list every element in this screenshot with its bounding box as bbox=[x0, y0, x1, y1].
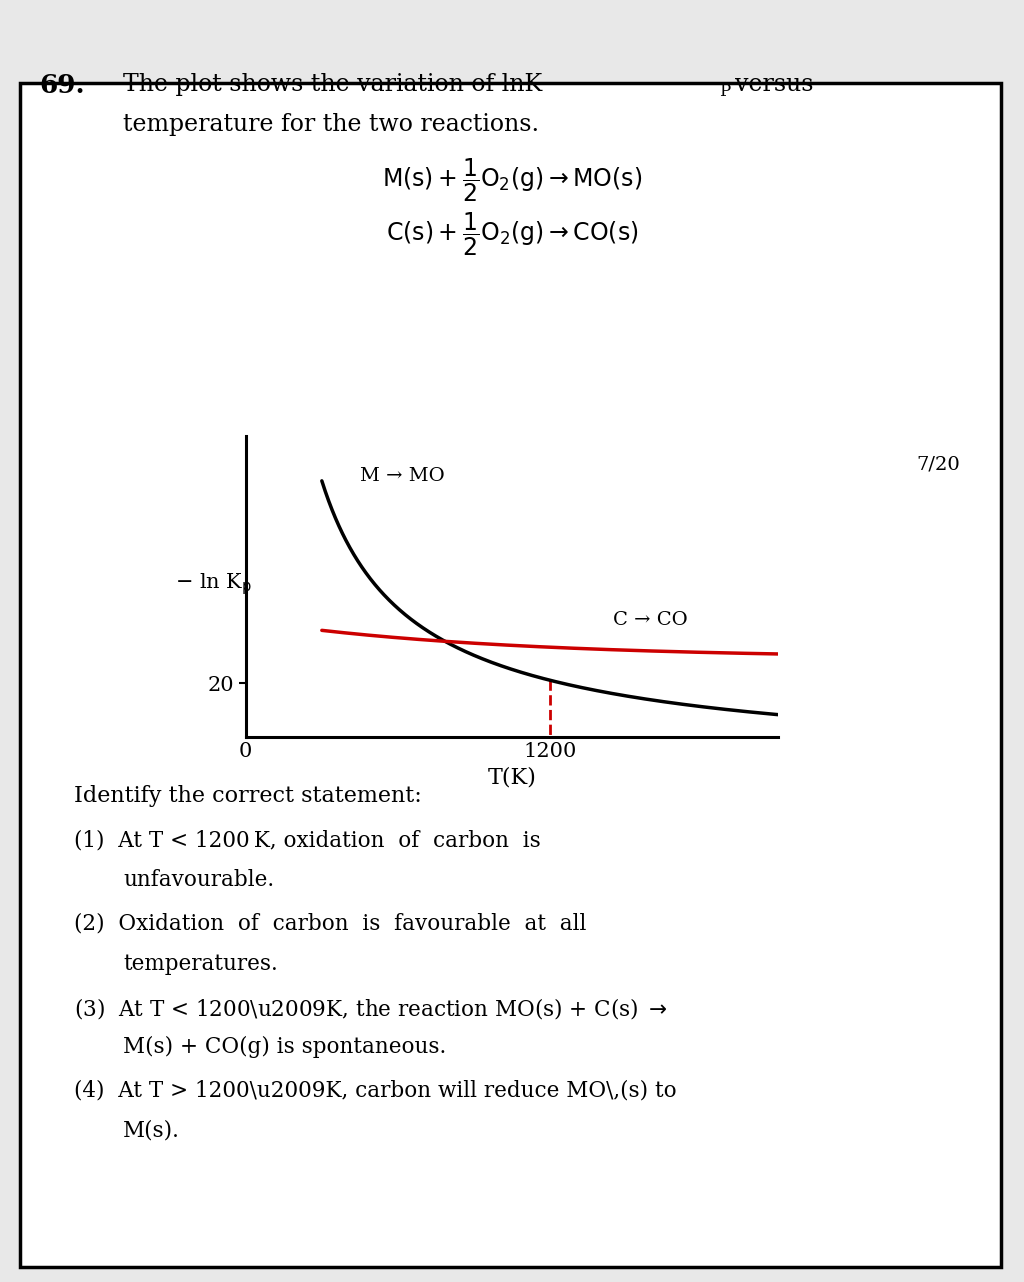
Text: $\mathrm{C(s) + \dfrac{1}{2}O_2(g) \rightarrow CO(s)}$: $\mathrm{C(s) + \dfrac{1}{2}O_2(g) \righ… bbox=[386, 210, 638, 258]
Text: The plot shows the variation of lnK: The plot shows the variation of lnK bbox=[123, 73, 542, 96]
Text: C → CO: C → CO bbox=[613, 610, 688, 628]
Text: temperature for the two reactions.: temperature for the two reactions. bbox=[123, 113, 539, 136]
Text: Identify the correct statement:: Identify the correct statement: bbox=[74, 785, 422, 806]
Text: 7/20: 7/20 bbox=[916, 455, 961, 473]
Text: (3)  At T < 1200\u2009K, the reaction MO(s) + C(s) $\rightarrow$: (3) At T < 1200\u2009K, the reaction MO(… bbox=[74, 996, 668, 1022]
Text: (2)  Oxidation  of  carbon  is  favourable  at  all: (2) Oxidation of carbon is favourable at… bbox=[74, 913, 586, 935]
Text: unfavourable.: unfavourable. bbox=[123, 869, 274, 891]
X-axis label: T(K): T(K) bbox=[487, 767, 537, 788]
Text: $-$ ln K$_\mathrm{p}$: $-$ ln K$_\mathrm{p}$ bbox=[175, 572, 252, 597]
Text: (4)  At T > 1200\u2009K, carbon will reduce MO\,(s) to: (4) At T > 1200\u2009K, carbon will redu… bbox=[74, 1079, 677, 1101]
Text: (1)  At T < 1200 K, oxidation  of  carbon  is: (1) At T < 1200 K, oxidation of carbon i… bbox=[74, 829, 541, 851]
Text: temperatures.: temperatures. bbox=[123, 953, 278, 974]
Text: $\mathrm{M(s) + \dfrac{1}{2}O_2(g) \rightarrow MO(s)}$: $\mathrm{M(s) + \dfrac{1}{2}O_2(g) \righ… bbox=[382, 156, 642, 204]
Text: M → MO: M → MO bbox=[359, 467, 444, 485]
Text: versus: versus bbox=[735, 73, 814, 96]
Text: M(s) + CO(g) is spontaneous.: M(s) + CO(g) is spontaneous. bbox=[123, 1036, 446, 1058]
Text: M(s).: M(s). bbox=[123, 1119, 180, 1141]
Text: 69.: 69. bbox=[39, 73, 85, 99]
Text: P: P bbox=[719, 83, 730, 100]
